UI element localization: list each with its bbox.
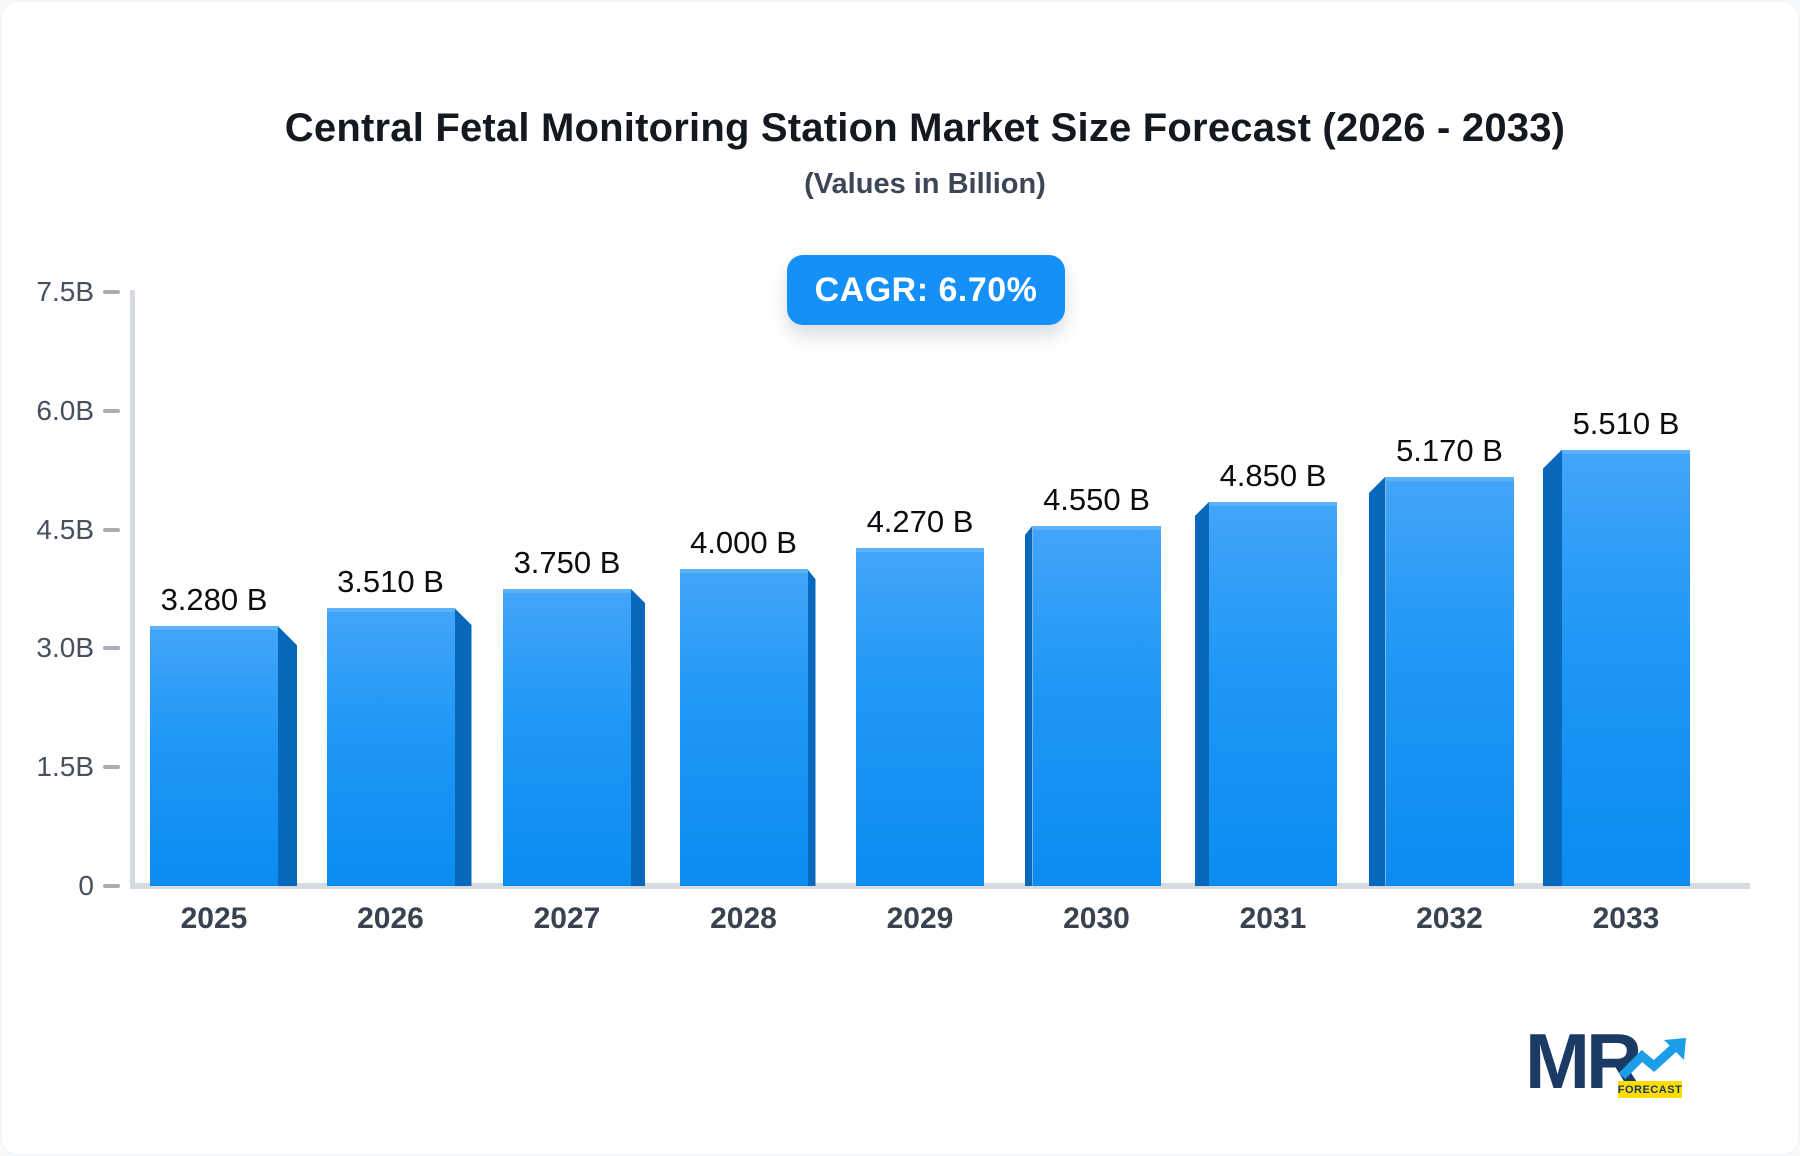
y-tick-label-7.5B: 7.5B: [36, 276, 94, 307]
x-tick-label-2032: 2032: [1416, 902, 1483, 935]
cagr-badge-label: CAGR: 6.70%: [814, 270, 1038, 309]
bar-2028: [679, 569, 808, 886]
y-tick-mark: [103, 884, 120, 888]
logo-trend-arrow-icon: [1618, 1038, 1686, 1080]
x-tick-label-2026: 2026: [357, 902, 424, 935]
x-tick-label-2027: 2027: [533, 902, 601, 935]
y-tick-label-4.5B: 4.5B: [36, 513, 94, 545]
x-tick-label-2025: 2025: [180, 902, 248, 935]
bar-side-2033: [1543, 449, 1562, 886]
bar-2032: [1385, 476, 1514, 886]
bar-side-2025: [278, 626, 297, 886]
logo-forecast-label: FORECAST: [1618, 1081, 1682, 1098]
mr-forecast-logo: MR FORECAST: [1525, 1017, 1705, 1124]
y-tick-mark: [103, 408, 120, 413]
bar-side-2028: [807, 569, 816, 886]
y-tick-label-6.0B: 6.0B: [36, 394, 94, 426]
bar-2030: [1032, 525, 1161, 886]
bar-value-label-2030: 4.550 B: [1043, 481, 1150, 517]
bar-value-label-2029: 4.270 B: [866, 503, 974, 539]
bar-value-label-2032: 5.170 B: [1396, 432, 1503, 468]
bar-2033: [1562, 449, 1690, 886]
y-tick-mark: [103, 765, 120, 770]
chart-subtitle: (Values in Billion): [804, 168, 1046, 200]
y-tick-mark: [103, 290, 120, 294]
bar-2025: [150, 626, 278, 886]
bar-value-label-2025: 3.280 B: [160, 582, 268, 618]
bar-value-label-2027: 3.750 B: [513, 545, 621, 580]
bar-2026: [326, 608, 455, 886]
x-tick-label-2029: 2029: [886, 902, 954, 935]
bar-2031: [1209, 501, 1337, 886]
bar-2027: [503, 589, 631, 886]
bar-value-label-2028: 4.000 B: [690, 525, 797, 561]
y-axis-line: [130, 290, 135, 889]
cagr-badge: CAGR: 6.70%: [787, 255, 1065, 325]
y-tick-label-0: 0: [78, 870, 94, 901]
y-tick-label-3.0B: 3.0B: [36, 632, 94, 664]
x-axis-baseline: [130, 883, 1750, 889]
x-tick-label-2028: 2028: [710, 902, 777, 935]
x-tick-label-2030: 2030: [1063, 902, 1130, 935]
bar-value-label-2026: 3.510 B: [337, 564, 444, 599]
bar-value-label-2031: 4.850 B: [1219, 457, 1327, 493]
bar-side-2031: [1195, 501, 1209, 886]
y-tick-label-1.5B: 1.5B: [36, 751, 94, 783]
bar-side-2030: [1024, 525, 1033, 886]
y-tick-mark: [103, 646, 120, 651]
x-tick-label-2031: 2031: [1239, 902, 1307, 935]
bar-side-2027: [631, 589, 645, 886]
chart-title: Central Fetal Monitoring Station Market …: [284, 106, 1566, 150]
bar-2029: [856, 547, 984, 886]
x-tick-label-2033: 2033: [1592, 902, 1660, 935]
bar-value-label-2033: 5.510 B: [1572, 405, 1680, 441]
bar-side-2026: [454, 608, 472, 886]
y-tick-mark: [103, 527, 120, 532]
bar-side-2032: [1368, 476, 1386, 886]
